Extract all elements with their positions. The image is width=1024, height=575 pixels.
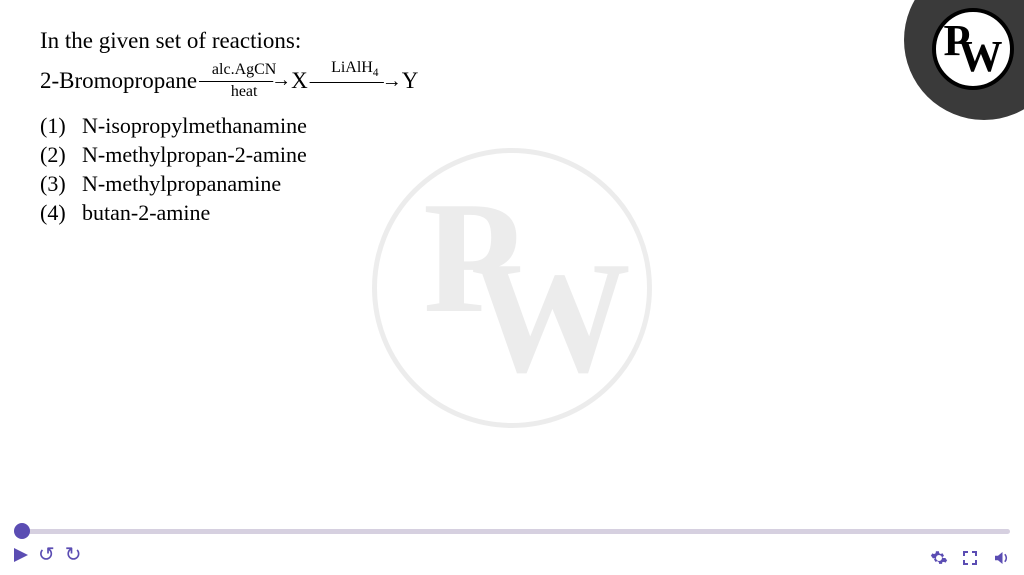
- product-y: Y: [402, 68, 419, 94]
- arrow1-condition: heat: [231, 84, 258, 100]
- reactant: 2-Bromopropane: [40, 68, 197, 94]
- option-number: (1): [40, 113, 82, 139]
- option-text: N-methylpropan-2-amine: [82, 142, 307, 168]
- reaction-scheme: 2-Bromopropane alc.AgCN ————→ heat X LiA…: [40, 60, 984, 101]
- brand-badge: PW: [932, 8, 1014, 90]
- option-text: N-isopropylmethanamine: [82, 113, 307, 139]
- question-prompt: In the given set of reactions:: [40, 28, 984, 54]
- option-3[interactable]: (3) N-methylpropanamine: [40, 171, 984, 197]
- volume-icon[interactable]: [992, 549, 1010, 567]
- progress-track[interactable]: [14, 529, 1010, 534]
- settings-icon[interactable]: [930, 549, 948, 567]
- option-text: butan-2-amine: [82, 200, 210, 226]
- brand-corner: PW: [894, 0, 1024, 110]
- question-content: In the given set of reactions: 2-Bromopr…: [0, 0, 1024, 257]
- video-player-bar: ↺ ↻: [0, 523, 1024, 575]
- answer-options: (1) N-isopropylmethanamine (2) N-methylp…: [40, 113, 984, 226]
- option-number: (4): [40, 200, 82, 226]
- option-number: (2): [40, 142, 82, 168]
- logo-w: W: [958, 32, 1002, 81]
- intermediate-x: X: [291, 68, 308, 94]
- option-4[interactable]: (4) butan-2-amine: [40, 200, 984, 226]
- option-1[interactable]: (1) N-isopropylmethanamine: [40, 113, 984, 139]
- reaction-arrow-1: alc.AgCN ————→ heat: [199, 62, 289, 100]
- option-2[interactable]: (2) N-methylpropan-2-amine: [40, 142, 984, 168]
- forward-icon[interactable]: ↻: [65, 542, 82, 567]
- option-number: (3): [40, 171, 82, 197]
- play-icon[interactable]: [14, 548, 28, 562]
- fullscreen-icon[interactable]: [962, 550, 978, 566]
- reaction-arrow-2: LiAlH4 ————→: [310, 60, 400, 101]
- rewind-icon[interactable]: ↺: [38, 542, 55, 567]
- progress-thumb[interactable]: [14, 523, 30, 539]
- option-text: N-methylpropanamine: [82, 171, 281, 197]
